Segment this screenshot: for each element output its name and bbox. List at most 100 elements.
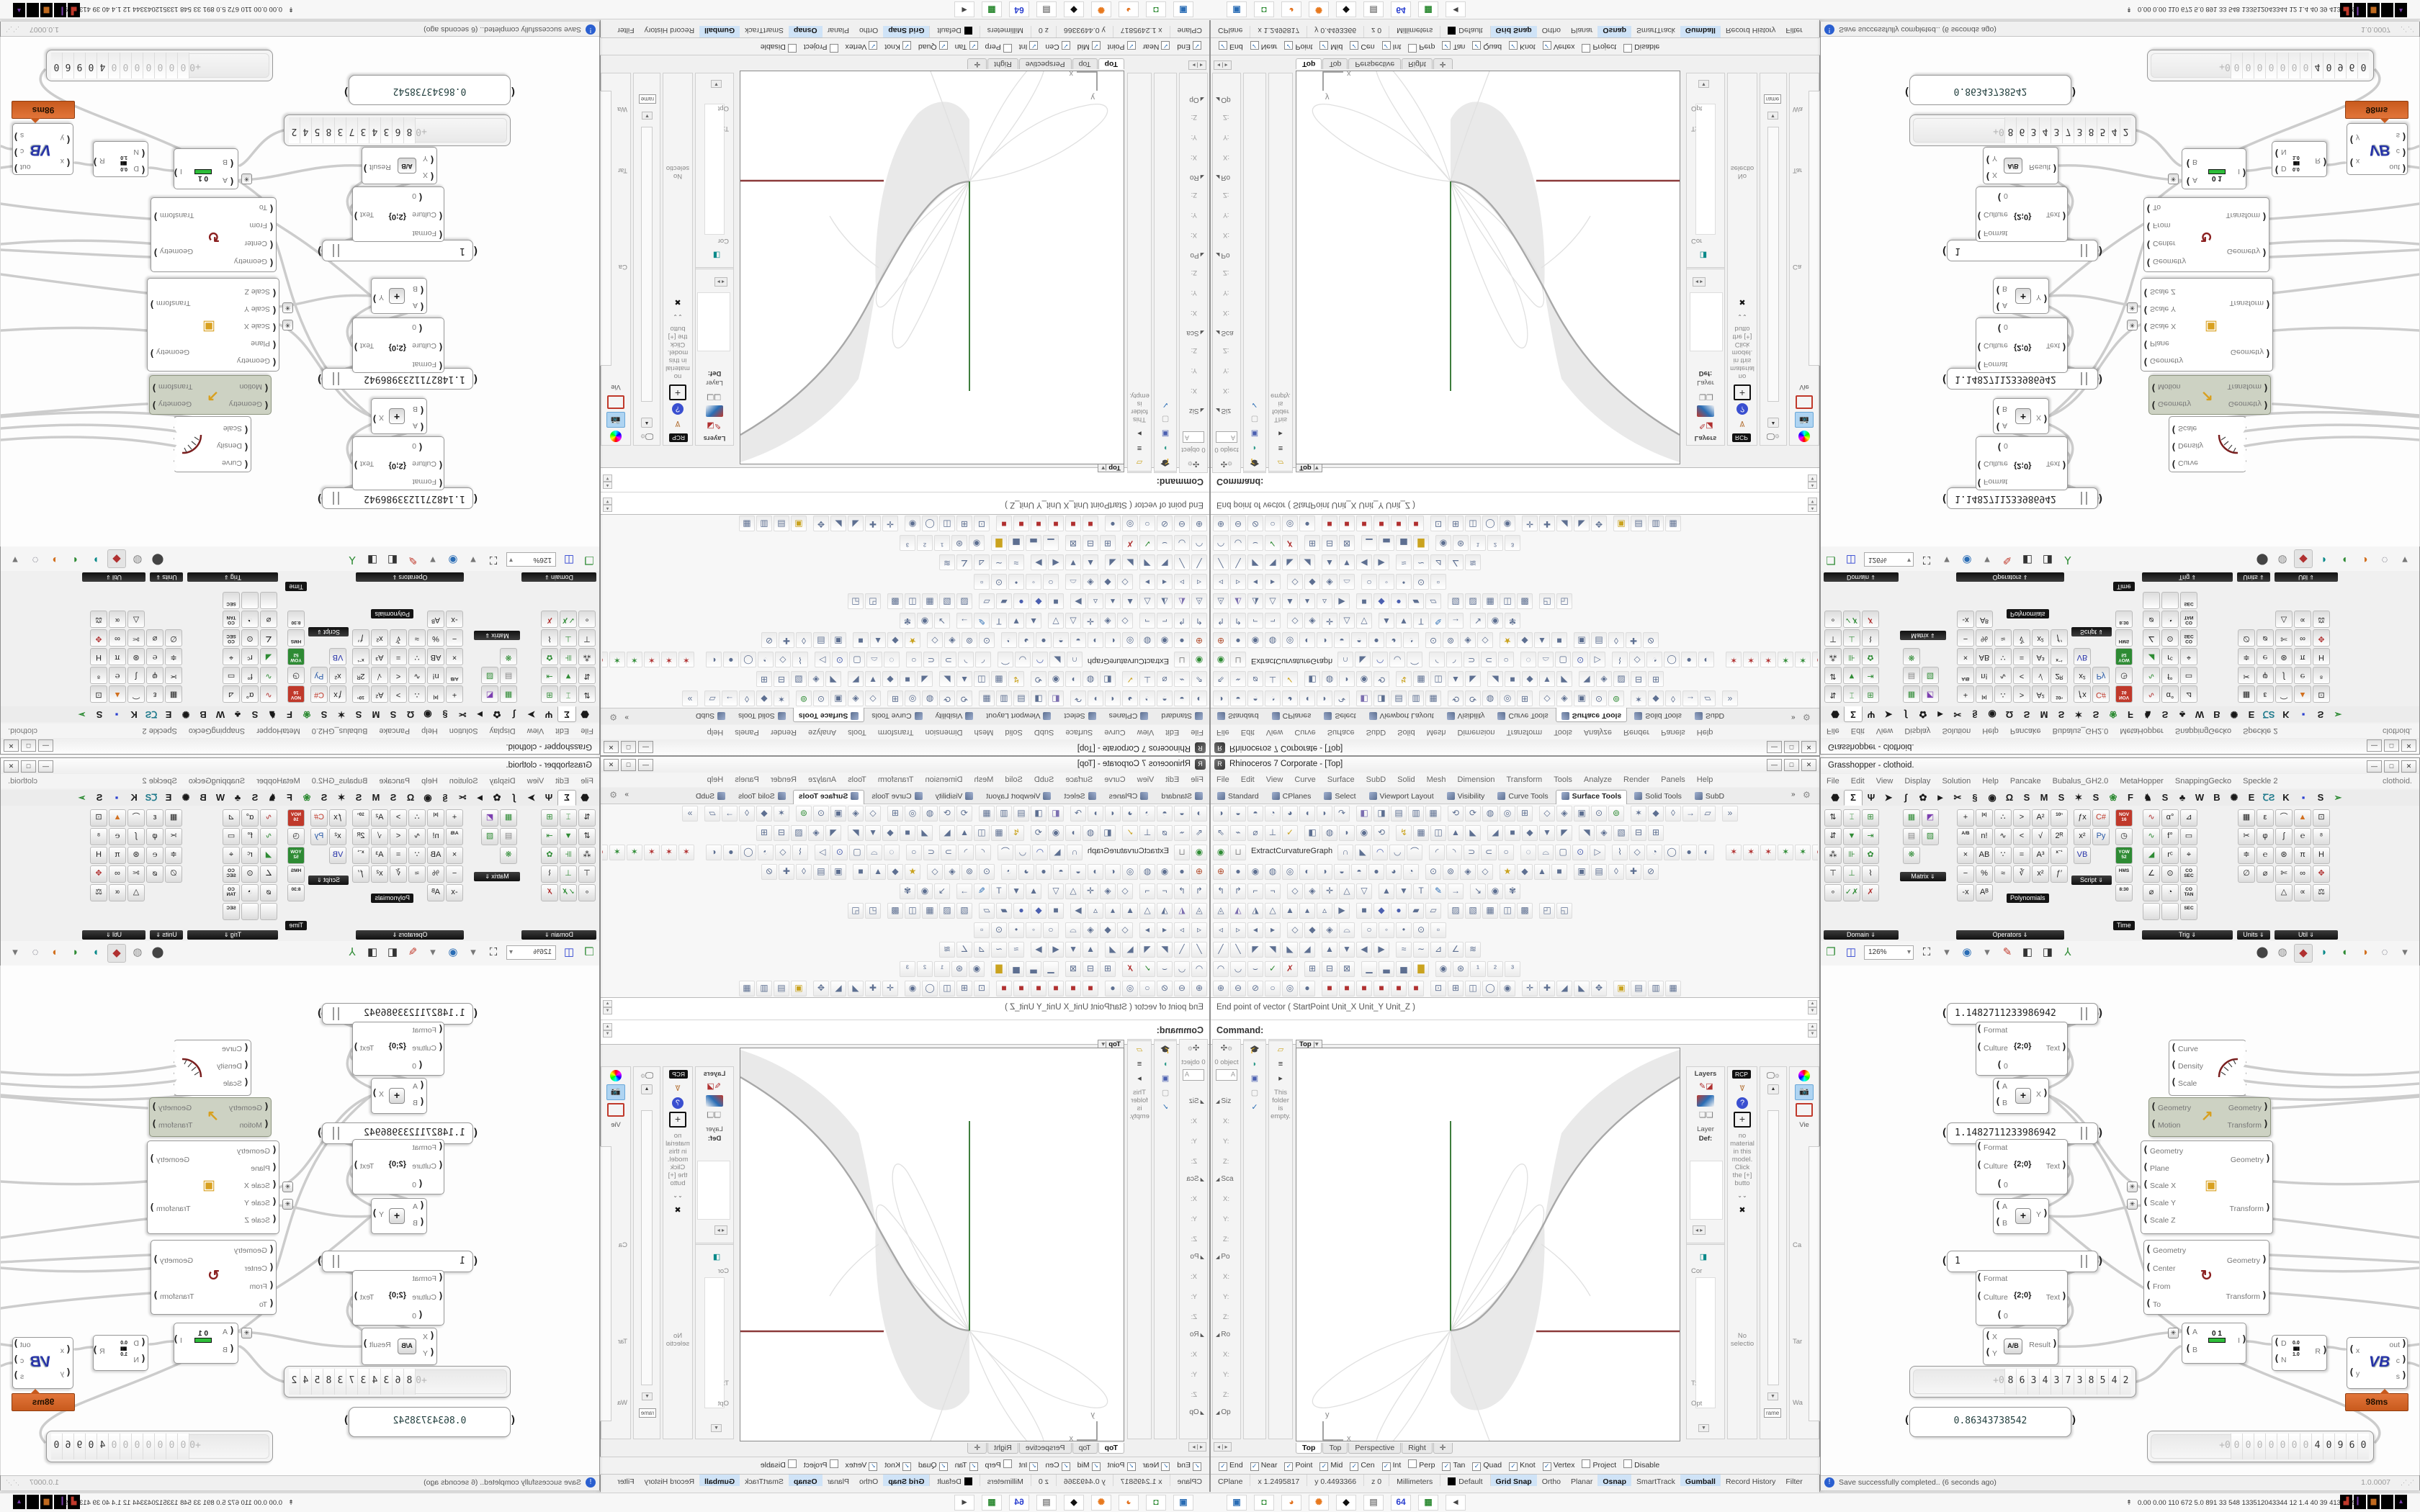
- component-icon[interactable]: ∴: [408, 685, 426, 703]
- palette-label-matrix[interactable]: Matrix: [474, 631, 520, 640]
- toolbar-icon[interactable]: ⌇: [792, 845, 808, 860]
- checkbox-icon[interactable]: ✓: [1061, 41, 1070, 50]
- component-icon[interactable]: Py: [310, 828, 328, 845]
- toolbar-icon[interactable]: ⊃: [1464, 652, 1480, 667]
- component-icon[interactable]: +: [446, 685, 463, 703]
- status-toggle[interactable]: Ortho: [1541, 26, 1561, 35]
- menu-item[interactable]: View: [526, 777, 544, 786]
- component-icon[interactable]: φ: [2257, 828, 2274, 845]
- gh-tab-icon[interactable]: ▪: [2301, 709, 2305, 720]
- toolbar-icon[interactable]: ▦: [1482, 903, 1498, 919]
- panel-scroll-track[interactable]: [1809, 1146, 1820, 1421]
- status-toggle[interactable]: Filter: [1785, 1477, 1803, 1486]
- expression-modifier-icon[interactable]: ✳: [282, 1199, 293, 1210]
- toolbar-icon[interactable]: ◇: [1539, 806, 1555, 822]
- toolbar-icon[interactable]: ✶: [1778, 652, 1794, 667]
- palette-group-domain[interactable]: ⇅⌶⊞⇵▼⇥⁂⊪✿⊤⊥⌇∘✓✗✗: [540, 610, 596, 703]
- toolbar-icon[interactable]: ▣: [791, 981, 807, 996]
- viewport-tab[interactable]: Right: [1402, 58, 1433, 69]
- panel-tab-column[interactable]: 🎓 ◗ ▣ ▢ ✓: [1243, 1039, 1266, 1439]
- toolbar-tab[interactable]: Curve Tools: [1492, 790, 1554, 804]
- menu-item[interactable]: Transform: [877, 728, 914, 737]
- component-icon[interactable]: ✓✗: [560, 611, 577, 628]
- digit-cell[interactable]: 3: [2051, 1369, 2062, 1395]
- toolbar-icon[interactable]: ◫: [1430, 825, 1446, 841]
- toolbar-icon[interactable]: ◒: [1174, 690, 1190, 706]
- toolbar-icon[interactable]: ⊕: [1213, 864, 1229, 880]
- format-component[interactable]: Format Culture 0 {2;0} Text: [1976, 318, 2068, 373]
- component-icon[interactable]: 2ᴿ: [2051, 828, 2068, 845]
- toolbar-row[interactable]: ⇖⌁⌀⊥✓◧◍◗◉⟲↯▦◫▲◣◢■◆▼◤◥◈▧⊟⊞: [1212, 670, 1818, 688]
- toolbar-icon[interactable]: ◔: [1139, 806, 1155, 822]
- taskbar-app-icon[interactable]: ✺: [1309, 1, 1329, 17]
- canvas-tool-icon[interactable]: ◆: [107, 944, 126, 963]
- status-toggle[interactable]: Osnap: [1597, 26, 1632, 37]
- toolbar-icon[interactable]: ○: [1043, 922, 1059, 938]
- component-icon[interactable]: △: [127, 884, 145, 901]
- component-icon[interactable]: ⁸: [90, 828, 107, 845]
- compass-icon[interactable]: ✣⚙: [1187, 1044, 1200, 1053]
- component-icon[interactable]: A³: [371, 847, 388, 864]
- toolbar-icon[interactable]: ◐: [705, 845, 722, 860]
- tray-graph-tile[interactable]: ▎: [54, 3, 66, 17]
- component-icon[interactable]: ✿: [541, 648, 558, 665]
- component-icon[interactable]: ∛: [390, 865, 407, 883]
- expression-modifier-icon[interactable]: ✳: [2127, 302, 2138, 313]
- digit-cell[interactable]: 6: [2346, 53, 2357, 78]
- component-icon[interactable]: >: [390, 685, 407, 703]
- toolbar-icon[interactable]: ○: [1139, 516, 1155, 531]
- close-icon[interactable]: ✕: [1801, 741, 1816, 753]
- toolbar-icon[interactable]: ◂: [1157, 574, 1173, 590]
- component-icon[interactable]: ▦: [165, 685, 182, 703]
- toolbar-icon[interactable]: →: [722, 690, 738, 706]
- toolbar-icon[interactable]: ◉: [1048, 671, 1064, 687]
- toolbar-icon[interactable]: ↯: [1008, 671, 1024, 687]
- toolbar-icon[interactable]: ⟲: [1373, 825, 1389, 841]
- gh-tab-icon[interactable]: B: [200, 709, 207, 720]
- tray-graph-tile[interactable]: ▟: [2340, 1495, 2352, 1509]
- toolbar-icon[interactable]: ∠: [956, 554, 972, 570]
- gh-tab-icon[interactable]: S: [251, 792, 259, 803]
- toolbar-icon[interactable]: ⊿: [974, 554, 990, 570]
- toolbar-icon[interactable]: ◦: [1379, 922, 1394, 938]
- toolbar-tab[interactable]: Select: [1058, 708, 1101, 722]
- palette-group-units[interactable]: ▦ε✂φ≑℮∅⌀: [145, 809, 183, 883]
- status-toggle[interactable]: Planar: [1571, 1477, 1593, 1486]
- component-icon[interactable]: ⁂: [578, 648, 596, 665]
- toolbar-tab[interactable]: SubD: [1689, 708, 1730, 722]
- toolbar-icon[interactable]: ◣: [1574, 516, 1590, 531]
- checkbox-icon[interactable]: ✓: [938, 1462, 948, 1471]
- slider-grip[interactable]: [333, 244, 339, 257]
- component-icon[interactable]: ◩: [1922, 685, 1939, 703]
- component-icon[interactable]: ℮: [146, 648, 163, 665]
- canvas-tool-icon[interactable]: ◉: [1962, 946, 1972, 958]
- toolbar-icon[interactable]: ✓: [1265, 961, 1281, 977]
- toolbar-icon[interactable]: ◉: [1191, 652, 1207, 667]
- canvas-tool-icon[interactable]: ✎: [408, 554, 418, 566]
- toolbar-icon[interactable]: ◆: [1100, 574, 1116, 590]
- layer-tools-icon[interactable]: ✎◪: [1699, 421, 1713, 430]
- viewport-tab[interactable]: Top |▾: [1296, 464, 1322, 472]
- component-icon[interactable]: ⇵: [1824, 667, 1842, 684]
- toolbar-icon[interactable]: ◒: [1334, 864, 1350, 880]
- toolbar-icon[interactable]: ◆: [1517, 864, 1533, 880]
- digit-cell[interactable]: 0: [132, 1434, 143, 1459]
- materials-panel[interactable]: RCP 🜈 ? + no material in this model. Cli…: [663, 1066, 693, 1439]
- gh-tab-icon[interactable]: ➤: [1884, 792, 1893, 803]
- menu-item[interactable]: File: [581, 777, 593, 786]
- toolbar-icon[interactable]: ↯: [1008, 825, 1024, 841]
- component-icon[interactable]: HMS: [2115, 629, 2133, 647]
- menu-item[interactable]: Solid: [1005, 775, 1023, 784]
- digit-cell[interactable]: 0: [2357, 53, 2369, 78]
- palette-label-script[interactable]: Script: [2071, 627, 2112, 636]
- viewport-tab[interactable]: Top |▾: [1296, 1040, 1322, 1048]
- component-icon[interactable]: ∞: [109, 629, 126, 647]
- toolbar-icon[interactable]: ▲: [1282, 903, 1298, 919]
- component-icon[interactable]: ◔: [2161, 884, 2179, 901]
- toolbar-icon[interactable]: ◇: [1477, 632, 1493, 648]
- toolbar-icon[interactable]: ⊞: [1448, 516, 1464, 531]
- minimize-icon[interactable]: —: [2367, 739, 2382, 752]
- new-layer-icon[interactable]: ❏❏: [1699, 1111, 1713, 1120]
- gh-tab-icon[interactable]: F: [2128, 792, 2133, 803]
- toolbar-icon[interactable]: △: [1265, 903, 1281, 919]
